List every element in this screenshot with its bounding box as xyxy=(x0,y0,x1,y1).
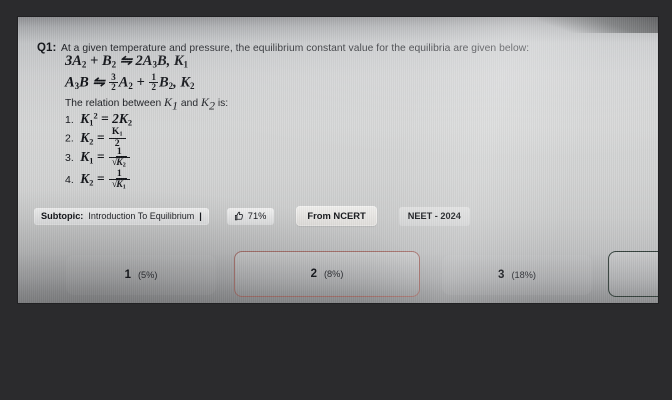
option-4-number: 4. xyxy=(65,173,74,186)
option-4-expression: K2 = 1 √K1 xyxy=(77,168,131,191)
option-3: 3. K1 = 1 √K2 xyxy=(65,146,131,169)
question-label: Q1: xyxy=(37,42,57,54)
answer-option-2-selected[interactable]: 2 (8%) xyxy=(234,251,420,297)
subtopic-label: Subtopic: xyxy=(41,210,84,221)
thumbs-up-icon xyxy=(234,211,244,221)
option-1-number: 1. xyxy=(65,114,74,126)
option-4: 4. K2 = 1 √K1 xyxy=(65,168,131,191)
answer-option-2-number: 2 xyxy=(310,268,317,280)
like-percentage-chip[interactable]: 71% xyxy=(226,207,275,225)
subtopic-chip[interactable]: Subtopic: Introduction To Equilibrium | xyxy=(34,207,209,225)
bezel-shadow xyxy=(538,17,658,33)
question-prompt-line: Q1: At a given temperature and pressure,… xyxy=(37,38,529,56)
subtopic-separator: | xyxy=(199,210,202,221)
answer-option-3[interactable]: 3 (18%) xyxy=(442,255,592,295)
answer-option-1[interactable]: 1 (5%) xyxy=(66,255,216,295)
option-2: 2. K2 = K1 2 xyxy=(65,126,127,149)
answer-option-2-percent: (8%) xyxy=(324,269,344,279)
option-2-number: 2. xyxy=(65,132,74,145)
answer-option-3-number: 3 xyxy=(498,269,505,281)
answer-options-row: 1 (5%) 2 (8%) 3 (18%) 4 xyxy=(18,251,658,299)
answer-option-3-percent: (18%) xyxy=(511,270,536,280)
option-3-expression: K1 = 1 √K2 xyxy=(77,146,131,169)
option-2-expression: K2 = K1 2 xyxy=(77,126,127,149)
option-3-number: 3. xyxy=(65,151,74,164)
answer-option-4-clipped[interactable]: 4 xyxy=(608,251,658,297)
source-badge-ncert[interactable]: From NCERT xyxy=(296,206,377,226)
question-meta-row: Subtopic: Introduction To Equilibrium | … xyxy=(34,205,470,227)
option-1-expression: K12 = 2K2 xyxy=(76,111,133,128)
like-percentage-value: 71% xyxy=(247,210,267,221)
answer-option-1-number: 1 xyxy=(124,269,131,281)
equation-2: A3B ⇋ 3 2 A2 + 1 2 B2, K2 xyxy=(65,72,195,93)
relation-question-text: The relation between K1 and K2 is: xyxy=(65,95,229,113)
equation-1: 3A2 + B2 ⇋ 2A3B, K1 xyxy=(65,53,189,70)
option-1: 1. K12 = 2K2 xyxy=(65,111,132,127)
photographed-question-page: Q1: At a given temperature and pressure,… xyxy=(18,17,658,303)
subtopic-value: Introduction To Equilibrium xyxy=(88,210,195,221)
exam-badge-neet[interactable]: NEET - 2024 xyxy=(398,206,470,226)
question-prompt-text: At a given temperature and pressure, the… xyxy=(60,43,530,54)
answer-option-1-percent: (5%) xyxy=(138,270,158,280)
